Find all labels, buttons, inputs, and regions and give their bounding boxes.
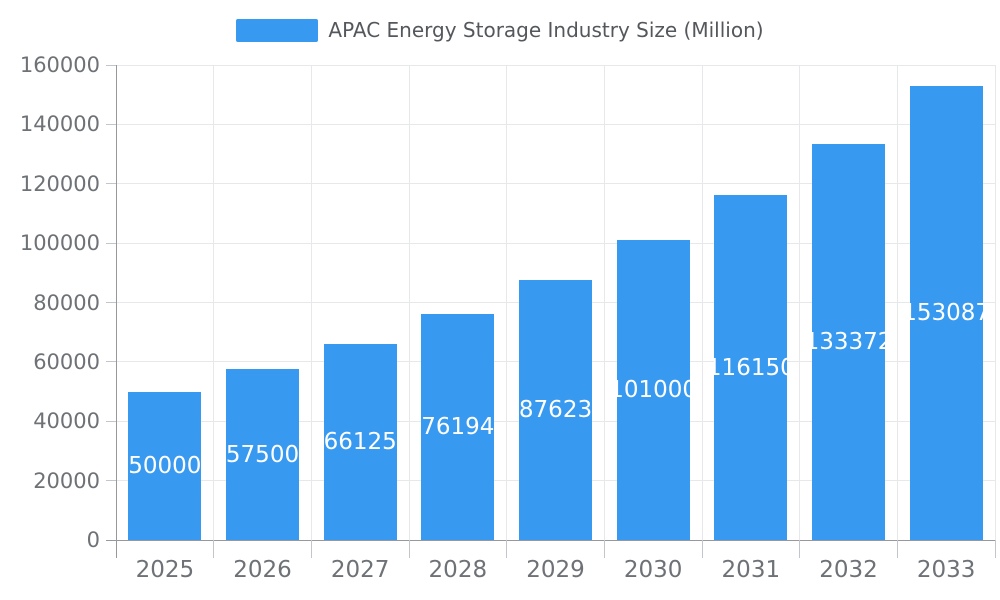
grid-line-vertical bbox=[310, 65, 312, 540]
bar-2028[interactable]: 76194 bbox=[421, 313, 495, 540]
x-axis-label: 2028 bbox=[428, 557, 488, 583]
y-axis-line bbox=[115, 65, 117, 558]
bar-value-label: 87623 bbox=[519, 396, 592, 423]
x-axis-tick bbox=[701, 540, 703, 558]
bar-2030[interactable]: 101000 bbox=[616, 240, 690, 540]
grid-line-vertical bbox=[896, 65, 898, 540]
grid-line-vertical bbox=[506, 65, 508, 540]
bar-2027[interactable]: 66125 bbox=[323, 343, 397, 540]
y-axis-tick bbox=[106, 183, 116, 185]
x-axis-label: 2030 bbox=[623, 557, 683, 583]
y-axis-label: 100000 bbox=[19, 231, 100, 256]
x-axis-tick bbox=[603, 540, 605, 558]
x-axis-tick bbox=[994, 540, 996, 558]
grid-line-vertical bbox=[701, 65, 703, 540]
y-axis-tick bbox=[106, 361, 116, 363]
bar-2026[interactable]: 57500 bbox=[226, 369, 299, 540]
legend-label: APAC Energy Storage Industry Size (Milli… bbox=[328, 18, 764, 42]
y-axis-tick bbox=[106, 480, 116, 482]
y-axis-label: 80000 bbox=[33, 290, 100, 315]
grid-line-vertical bbox=[213, 65, 215, 540]
y-axis-label: 140000 bbox=[19, 112, 100, 137]
grid-line-vertical bbox=[408, 65, 410, 540]
grid-line-horizontal bbox=[116, 123, 995, 125]
grid-line-horizontal bbox=[116, 183, 995, 185]
x-axis-label: 2027 bbox=[330, 557, 390, 583]
x-axis-tick bbox=[506, 540, 508, 558]
y-axis-tick bbox=[106, 64, 116, 66]
plot-area: 0 20000 40000 60000 80000 100000 120000 140000 1… bbox=[20, 53, 996, 583]
grid-line-vertical bbox=[799, 65, 801, 540]
x-axis-tick bbox=[799, 540, 801, 558]
legend[interactable]: APAC Energy Storage Industry Size (Milli… bbox=[0, 18, 1000, 42]
x-axis-label: 2033 bbox=[916, 557, 976, 583]
x-axis-tick bbox=[213, 540, 215, 558]
grid-line-horizontal bbox=[116, 242, 995, 244]
y-axis-tick bbox=[106, 302, 116, 303]
bar-value-label: 50000 bbox=[128, 452, 202, 479]
y-axis-label: 20000 bbox=[33, 468, 100, 493]
bar-value-label: 153087 bbox=[910, 299, 983, 326]
y-axis-tick bbox=[106, 123, 116, 125]
bar-2029[interactable]: 87623 bbox=[519, 279, 592, 540]
bar-2025[interactable]: 50000 bbox=[128, 391, 202, 540]
grid-line-vertical bbox=[603, 65, 605, 540]
x-axis-tick bbox=[896, 540, 898, 558]
bar-value-label: 76194 bbox=[421, 413, 495, 440]
grid-line-horizontal bbox=[116, 64, 995, 66]
y-axis-tick bbox=[106, 242, 116, 244]
y-axis-tick bbox=[106, 420, 116, 422]
x-axis-line bbox=[106, 539, 995, 541]
x-axis-label: 2029 bbox=[526, 557, 585, 583]
y-axis-label: 40000 bbox=[33, 409, 100, 434]
grid-line-vertical bbox=[994, 65, 996, 540]
y-axis-label: 120000 bbox=[19, 171, 100, 196]
x-axis-label: 2026 bbox=[233, 557, 292, 583]
legend-swatch bbox=[236, 18, 319, 42]
x-axis-label: 2031 bbox=[721, 557, 781, 583]
x-axis-tick bbox=[310, 540, 312, 558]
x-axis-tick bbox=[408, 540, 410, 558]
bar-2033[interactable]: 153087 bbox=[909, 85, 983, 540]
bar-value-label: 101000 bbox=[617, 377, 690, 404]
x-axis-label: 2032 bbox=[819, 557, 878, 583]
bar-value-label: 66125 bbox=[323, 428, 397, 455]
bar-2031[interactable]: 116150 bbox=[714, 195, 788, 540]
y-axis-label: 60000 bbox=[33, 349, 100, 374]
bar-value-label: 57500 bbox=[226, 441, 299, 468]
x-axis-label: 2025 bbox=[135, 557, 195, 583]
y-axis-label: 0 bbox=[86, 528, 100, 552]
bar-value-label: 116150 bbox=[714, 354, 787, 381]
y-axis-label: 160000 bbox=[19, 53, 100, 77]
